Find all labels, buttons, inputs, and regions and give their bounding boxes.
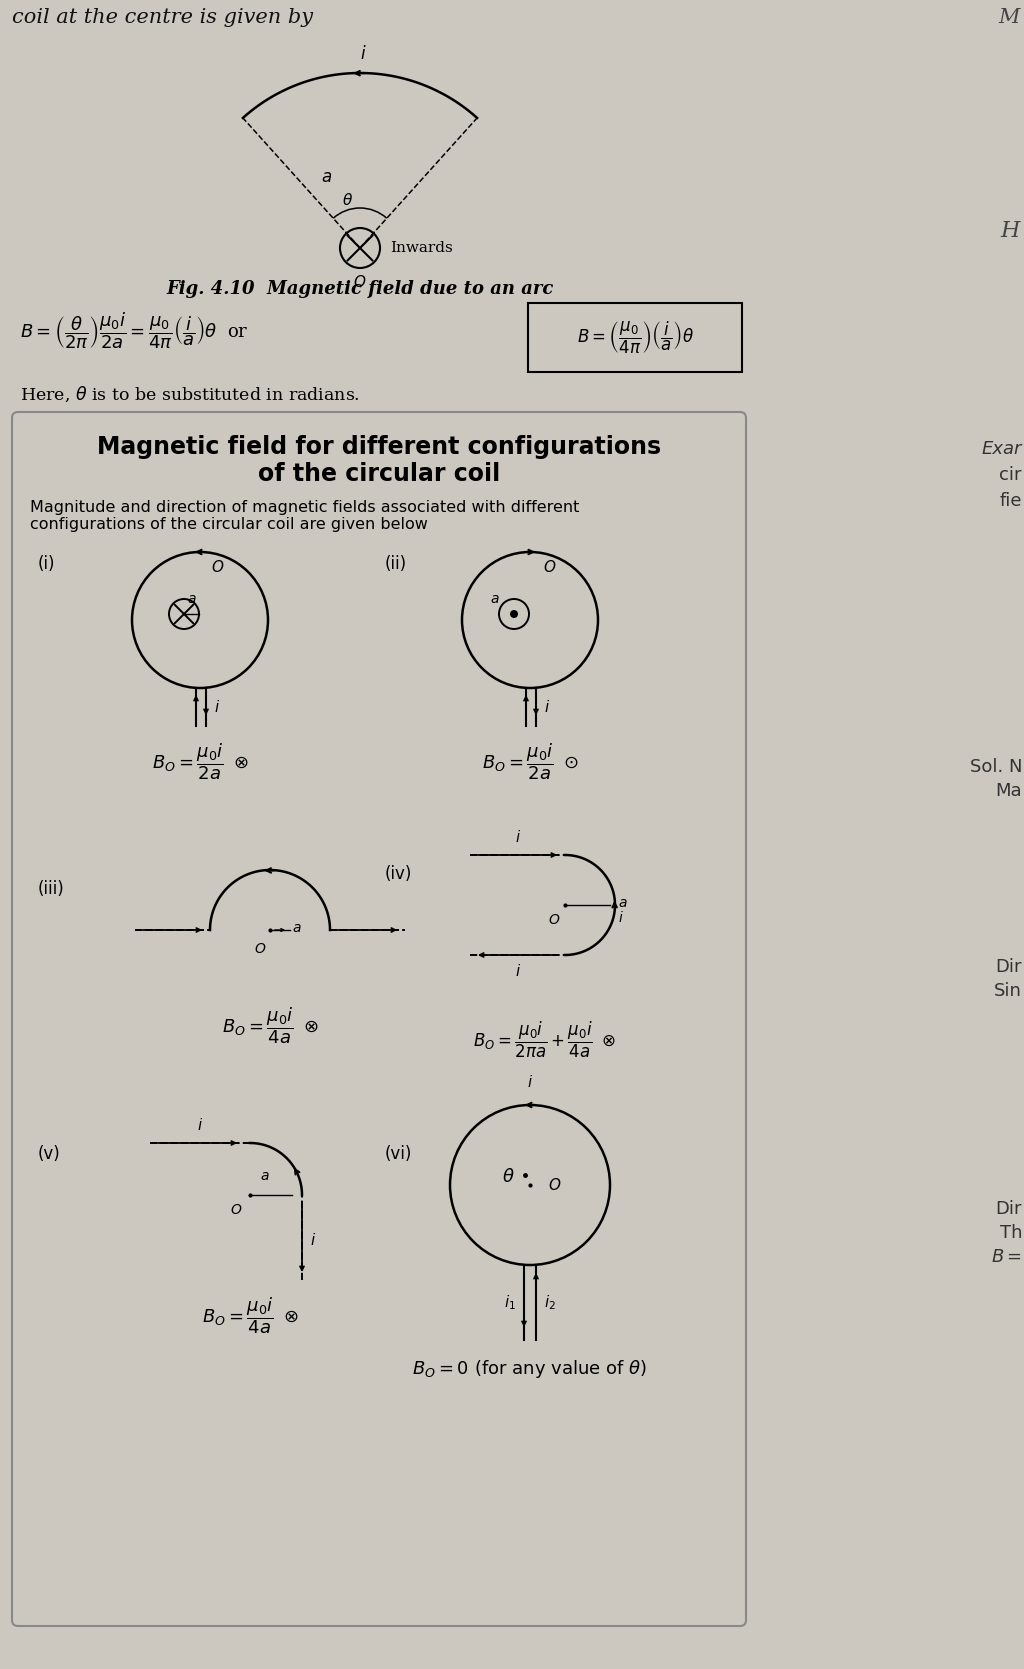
Text: $O$: $O$	[548, 1177, 561, 1193]
Text: $B_O = \dfrac{\mu_0 i}{2a}\ \odot$: $B_O = \dfrac{\mu_0 i}{2a}\ \odot$	[481, 741, 579, 781]
Text: $B_O = 0\ \mathrm{(for\ any\ value\ of}\ \theta\mathrm{)}$: $B_O = 0\ \mathrm{(for\ any\ value\ of}\…	[413, 1359, 648, 1380]
Text: Dir: Dir	[995, 958, 1022, 976]
Text: (vi): (vi)	[385, 1145, 413, 1163]
Text: Ma: Ma	[995, 783, 1022, 799]
Text: $B = \left(\dfrac{\theta}{2\pi}\right)\dfrac{\mu_0 i}{2a} = \dfrac{\mu_0}{4\pi}\: $B = \left(\dfrac{\theta}{2\pi}\right)\d…	[20, 310, 249, 350]
Text: Here, $\theta$ is to be substituted in radians.: Here, $\theta$ is to be substituted in r…	[20, 386, 359, 404]
Text: $i$: $i$	[544, 699, 550, 714]
Text: (iv): (iv)	[385, 865, 413, 883]
Text: $\theta$: $\theta$	[502, 1168, 514, 1187]
Text: $i$: $i$	[527, 1073, 534, 1090]
Text: $i_1$: $i_1$	[504, 1293, 516, 1312]
Text: $i$: $i$	[359, 45, 367, 63]
Text: M: M	[998, 8, 1020, 27]
Text: $i$: $i$	[214, 699, 220, 714]
Text: $i$: $i$	[515, 963, 521, 980]
Text: Dir: Dir	[995, 1200, 1022, 1218]
Text: $O$: $O$	[229, 1203, 242, 1217]
Text: Exar: Exar	[982, 441, 1022, 457]
Text: $a$: $a$	[322, 170, 333, 187]
Text: $a$: $a$	[490, 592, 500, 606]
Text: $B_O = \dfrac{\mu_0 i}{4a}\ \otimes$: $B_O = \dfrac{\mu_0 i}{4a}\ \otimes$	[221, 1005, 318, 1046]
Circle shape	[511, 611, 517, 618]
Text: Magnetic field for different configurations: Magnetic field for different configurati…	[97, 436, 662, 459]
Text: $a$: $a$	[260, 1168, 269, 1183]
Text: $B_O = \dfrac{\mu_0 i}{2a}\ \otimes$: $B_O = \dfrac{\mu_0 i}{2a}\ \otimes$	[152, 741, 249, 781]
Text: $B_O = \dfrac{\mu_0 i}{2\pi a} + \dfrac{\mu_0 i}{4a}\ \otimes$: $B_O = \dfrac{\mu_0 i}{2\pi a} + \dfrac{…	[473, 1020, 616, 1060]
Text: $i$: $i$	[310, 1232, 316, 1248]
Text: H: H	[1000, 220, 1020, 242]
Text: $O$: $O$	[544, 559, 557, 576]
Text: $i_2$: $i_2$	[544, 1293, 556, 1312]
Text: $i$: $i$	[618, 910, 624, 925]
Text: cir: cir	[999, 466, 1022, 484]
Text: $a$: $a$	[292, 921, 302, 935]
Text: Inwards: Inwards	[390, 240, 453, 255]
Text: $a$: $a$	[187, 592, 197, 606]
Text: $O$: $O$	[353, 274, 367, 290]
Text: Magnitude and direction of magnetic fields associated with different
configurati: Magnitude and direction of magnetic fiel…	[30, 501, 580, 532]
Text: (iii): (iii)	[38, 880, 65, 898]
Text: $O$: $O$	[211, 559, 224, 576]
Text: Sin: Sin	[994, 981, 1022, 1000]
Text: $B = \left(\dfrac{\mu_0}{4\pi}\right)\left(\dfrac{i}{a}\right)\theta$: $B = \left(\dfrac{\mu_0}{4\pi}\right)\le…	[577, 319, 693, 355]
Text: $O$: $O$	[254, 941, 266, 956]
Text: $i$: $i$	[197, 1117, 203, 1133]
Text: coil at the centre is given by: coil at the centre is given by	[12, 8, 313, 27]
Text: Th: Th	[999, 1223, 1022, 1242]
Text: (ii): (ii)	[385, 556, 408, 572]
Text: Sol. N: Sol. N	[970, 758, 1022, 776]
Text: $B =$: $B =$	[991, 1248, 1022, 1267]
Text: Fig. 4.10  Magnetic field due to an arc: Fig. 4.10 Magnetic field due to an arc	[166, 280, 554, 299]
Text: $B_O = \dfrac{\mu_0 i}{4a}\ \otimes$: $B_O = \dfrac{\mu_0 i}{4a}\ \otimes$	[202, 1295, 298, 1335]
Text: $\theta$: $\theta$	[342, 192, 353, 209]
Text: $i$: $i$	[515, 829, 521, 845]
Text: (i): (i)	[38, 556, 55, 572]
Text: (v): (v)	[38, 1145, 60, 1163]
Text: $a$: $a$	[618, 896, 628, 910]
Text: fie: fie	[999, 492, 1022, 511]
Text: of the circular coil: of the circular coil	[258, 462, 500, 486]
Text: $O$: $O$	[548, 913, 560, 926]
